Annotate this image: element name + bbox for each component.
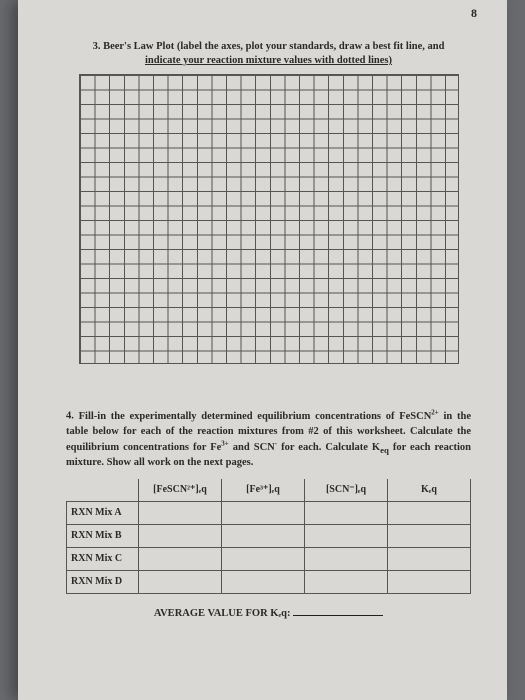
col-scn: [SCN⁻]ₑq xyxy=(305,479,388,502)
q3-line2: indicate your reaction mixture values wi… xyxy=(145,55,392,66)
table-cell xyxy=(388,570,471,593)
table-cell xyxy=(222,501,305,524)
page-number: 8 xyxy=(471,6,477,21)
table-cell xyxy=(388,547,471,570)
table-cell xyxy=(388,524,471,547)
q4-text: Fill-in the experimentally determined eq… xyxy=(66,411,471,468)
average-label: AVERAGE VALUE FOR Kₑq: xyxy=(154,608,291,619)
row-label: RXN Mix C xyxy=(67,547,139,570)
average-row: AVERAGE VALUE FOR Kₑq: xyxy=(66,608,471,619)
row-label: RXN Mix B xyxy=(67,524,139,547)
table-header-row: [FeSCN²⁺]ₑq [Fe³⁺]ₑq [SCN⁻]ₑq Kₑq xyxy=(67,479,471,502)
average-blank-line xyxy=(293,615,383,616)
graph-grid xyxy=(79,74,459,364)
equilibrium-table: [FeSCN²⁺]ₑq [Fe³⁺]ₑq [SCN⁻]ₑq Kₑq RXN Mi… xyxy=(66,479,471,594)
table-row: RXN Mix A xyxy=(67,501,471,524)
table-cell xyxy=(139,524,222,547)
table-row: RXN Mix D xyxy=(67,570,471,593)
col-blank xyxy=(67,479,139,502)
row-label: RXN Mix D xyxy=(67,570,139,593)
q3-number: 3. xyxy=(93,41,101,52)
table-cell xyxy=(222,570,305,593)
table-body: RXN Mix ARXN Mix BRXN Mix CRXN Mix D xyxy=(67,501,471,593)
question-3-prompt: 3. Beer's Law Plot (label the axes, plot… xyxy=(66,40,471,68)
table-row: RXN Mix B xyxy=(67,524,471,547)
worksheet-page: 8 3. Beer's Law Plot (label the axes, pl… xyxy=(18,0,507,700)
table-cell xyxy=(222,524,305,547)
table-cell xyxy=(139,547,222,570)
col-keq: Kₑq xyxy=(388,479,471,502)
table-cell xyxy=(305,570,388,593)
table-cell xyxy=(139,501,222,524)
q3-line1: Beer's Law Plot (label the axes, plot yo… xyxy=(103,41,444,52)
table-cell xyxy=(305,501,388,524)
table-cell xyxy=(305,547,388,570)
col-fescn: [FeSCN²⁺]ₑq xyxy=(139,479,222,502)
q4-number: 4. xyxy=(66,411,74,422)
table-cell xyxy=(139,570,222,593)
row-label: RXN Mix A xyxy=(67,501,139,524)
table-cell xyxy=(305,524,388,547)
table-cell xyxy=(388,501,471,524)
table-row: RXN Mix C xyxy=(67,547,471,570)
question-4-prompt: 4. Fill-in the experimentally determined… xyxy=(66,408,471,470)
table-cell xyxy=(222,547,305,570)
col-fe: [Fe³⁺]ₑq xyxy=(222,479,305,502)
